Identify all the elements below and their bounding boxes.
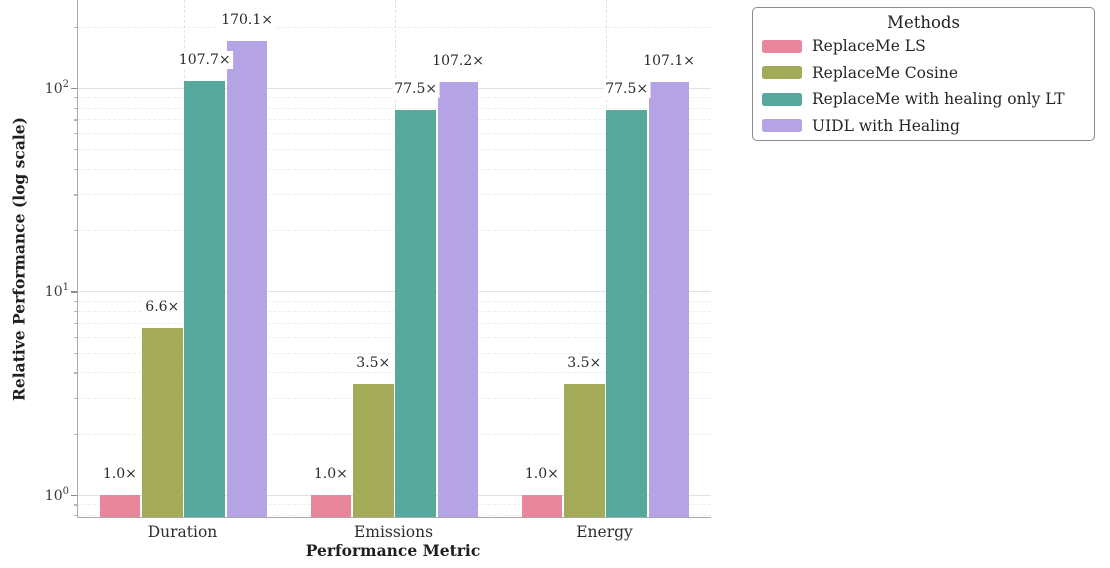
y-minor-tick-mark — [73, 149, 77, 151]
y-tick-mark — [71, 87, 77, 90]
bar-energy-series-1 — [564, 384, 605, 517]
legend: Methods ReplaceMe LS ReplaceMe Cosine Repl… — [752, 7, 1095, 141]
bar-value-label: 77.5× — [603, 80, 651, 99]
category-gridline — [605, 0, 607, 517]
y-tick-mark — [71, 291, 77, 293]
y-minor-tick-mark — [73, 107, 77, 109]
legend-swatch — [762, 92, 802, 106]
bar-value-label: 3.5× — [565, 354, 604, 373]
legend-swatch — [762, 66, 802, 80]
y-minor-tick-mark — [73, 300, 77, 303]
legend-item: ReplaceMe LS — [753, 33, 1094, 60]
legend-item-label: ReplaceMe with healing only LT — [812, 90, 1065, 109]
bar-energy-series-2 — [606, 110, 647, 517]
legend-swatch — [762, 39, 802, 53]
legend-swatch — [762, 119, 802, 133]
y-tick-mark — [71, 495, 77, 497]
y-minor-tick-mark — [73, 26, 77, 28]
y-tick-label: 100 — [44, 486, 69, 504]
category-gridline — [183, 0, 185, 517]
y-minor-tick-mark — [73, 311, 77, 313]
bar-value-label: 6.6× — [143, 298, 182, 317]
y-minor-tick-mark — [73, 514, 77, 517]
y-minor-tick-mark — [73, 194, 77, 196]
y-minor-tick-mark — [73, 132, 77, 135]
bar-duration-series-1 — [142, 328, 183, 517]
y-minor-tick-mark — [73, 336, 77, 338]
bar-value-label: 107.1× — [641, 51, 697, 70]
legend-item: ReplaceMe with healing only LT — [753, 86, 1094, 113]
bar-emissions-series-1 — [353, 384, 394, 517]
y-minor-tick-mark — [73, 322, 77, 325]
bar-value-label: 107.2× — [430, 51, 486, 70]
bar-duration-series-2 — [184, 81, 225, 517]
bar-value-label: 3.5× — [354, 354, 393, 373]
bar-value-label: 1.0× — [100, 465, 139, 484]
legend-title: Methods — [887, 13, 960, 32]
y-minor-tick-mark — [73, 119, 77, 121]
y-minor-tick-mark — [73, 504, 77, 506]
y-minor-tick-mark — [73, 372, 77, 374]
bar-emissions-series-2 — [395, 110, 436, 517]
bar-duration-series-3 — [226, 40, 268, 517]
x-tick-label-energy: Energy — [576, 523, 633, 541]
legend-item-label: UIDL with Healing — [812, 116, 960, 135]
bar-energy-series-3 — [648, 81, 690, 517]
legend-item-label: ReplaceMe Cosine — [812, 63, 959, 82]
bar-value-label: 1.0× — [522, 465, 561, 484]
bar-energy-series-0 — [521, 495, 563, 517]
bar-value-label: 1.0× — [311, 465, 350, 484]
y-tick-label: 102 — [44, 78, 69, 97]
x-tick-label-emissions: Emissions — [353, 523, 434, 541]
y-minor-tick-mark — [73, 433, 77, 436]
bar-value-label: 77.5× — [392, 80, 440, 99]
y-minor-tick-mark — [73, 97, 77, 99]
y-axis-title: Relative Performance (log scale) — [9, 117, 29, 401]
y-minor-tick-mark — [73, 168, 77, 171]
plot-area: 1.0× 6.6× 107.7× 170.1× 1.0× 3.5× 77.5× 107.2× 1… — [77, 0, 711, 518]
legend-rows: ReplaceMe LS ReplaceMe Cosine ReplaceMe wi… — [753, 33, 1094, 139]
bar-duration-series-0 — [99, 495, 141, 517]
y-minor-tick-mark — [73, 352, 77, 354]
bar-emissions-series-0 — [310, 495, 352, 517]
bar-value-label: 170.1× — [219, 10, 275, 29]
y-tick-label: 101 — [44, 282, 69, 301]
x-tick-label-duration: Duration — [147, 523, 218, 541]
legend-item: ReplaceMe Cosine — [753, 60, 1094, 87]
x-axis-title: Performance Metric — [305, 541, 481, 560]
bar-emissions-series-3 — [437, 81, 479, 517]
category-gridline — [394, 0, 396, 517]
legend-item-label: ReplaceMe LS — [812, 37, 926, 56]
y-minor-tick-mark — [73, 397, 77, 400]
bar-value-label: 107.7× — [176, 51, 233, 70]
y-minor-tick-mark — [73, 230, 77, 232]
legend-item: UIDL with Healing — [753, 113, 1094, 140]
